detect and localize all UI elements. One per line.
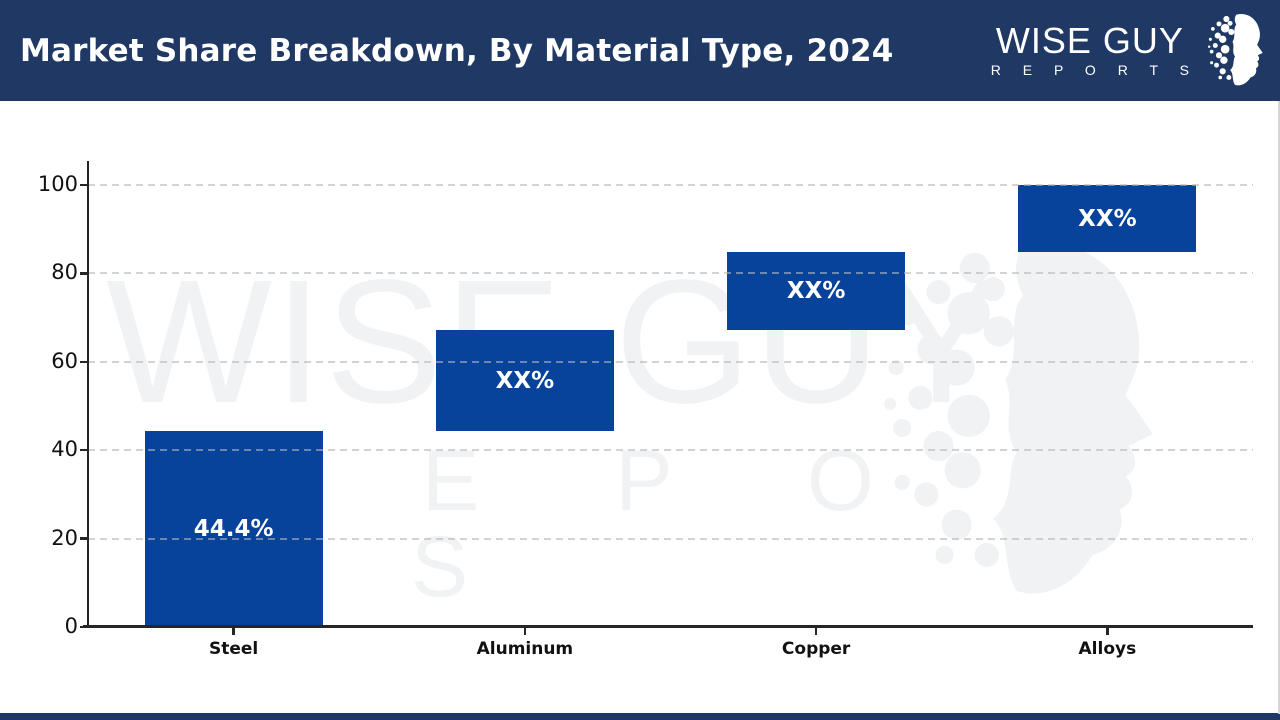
bar-aluminum bbox=[435, 330, 614, 431]
brand-name: WISE GUY bbox=[995, 20, 1184, 61]
chart-title: Market Share Breakdown, By Material Type… bbox=[20, 32, 894, 69]
brand-subtitle: R E P O R T S bbox=[990, 62, 1198, 78]
header-bar: Market Share Breakdown, By Material Type… bbox=[0, 0, 1280, 101]
footer-bar bbox=[0, 713, 1280, 720]
bar-steel bbox=[144, 430, 323, 627]
brand-head-icon bbox=[1207, 13, 1263, 85]
bar-value-label-alloys: XX% bbox=[1078, 205, 1137, 232]
bar-alloys bbox=[1018, 185, 1197, 253]
bar-value-label-aluminum: XX% bbox=[495, 367, 555, 394]
brand-logo: WISE GUY R E P O R T S bbox=[982, 11, 1266, 91]
brand-logo-text: WISE GUY R E P O R T S bbox=[982, 20, 1198, 79]
bar-value-label-copper: XX% bbox=[786, 278, 846, 305]
bars-layer: 44.4% XX% XX% XX% bbox=[0, 101, 1280, 714]
bar-copper bbox=[727, 252, 906, 331]
bar-value-label-steel: 44.4% bbox=[193, 515, 274, 542]
chart-right-border bbox=[1278, 101, 1280, 714]
